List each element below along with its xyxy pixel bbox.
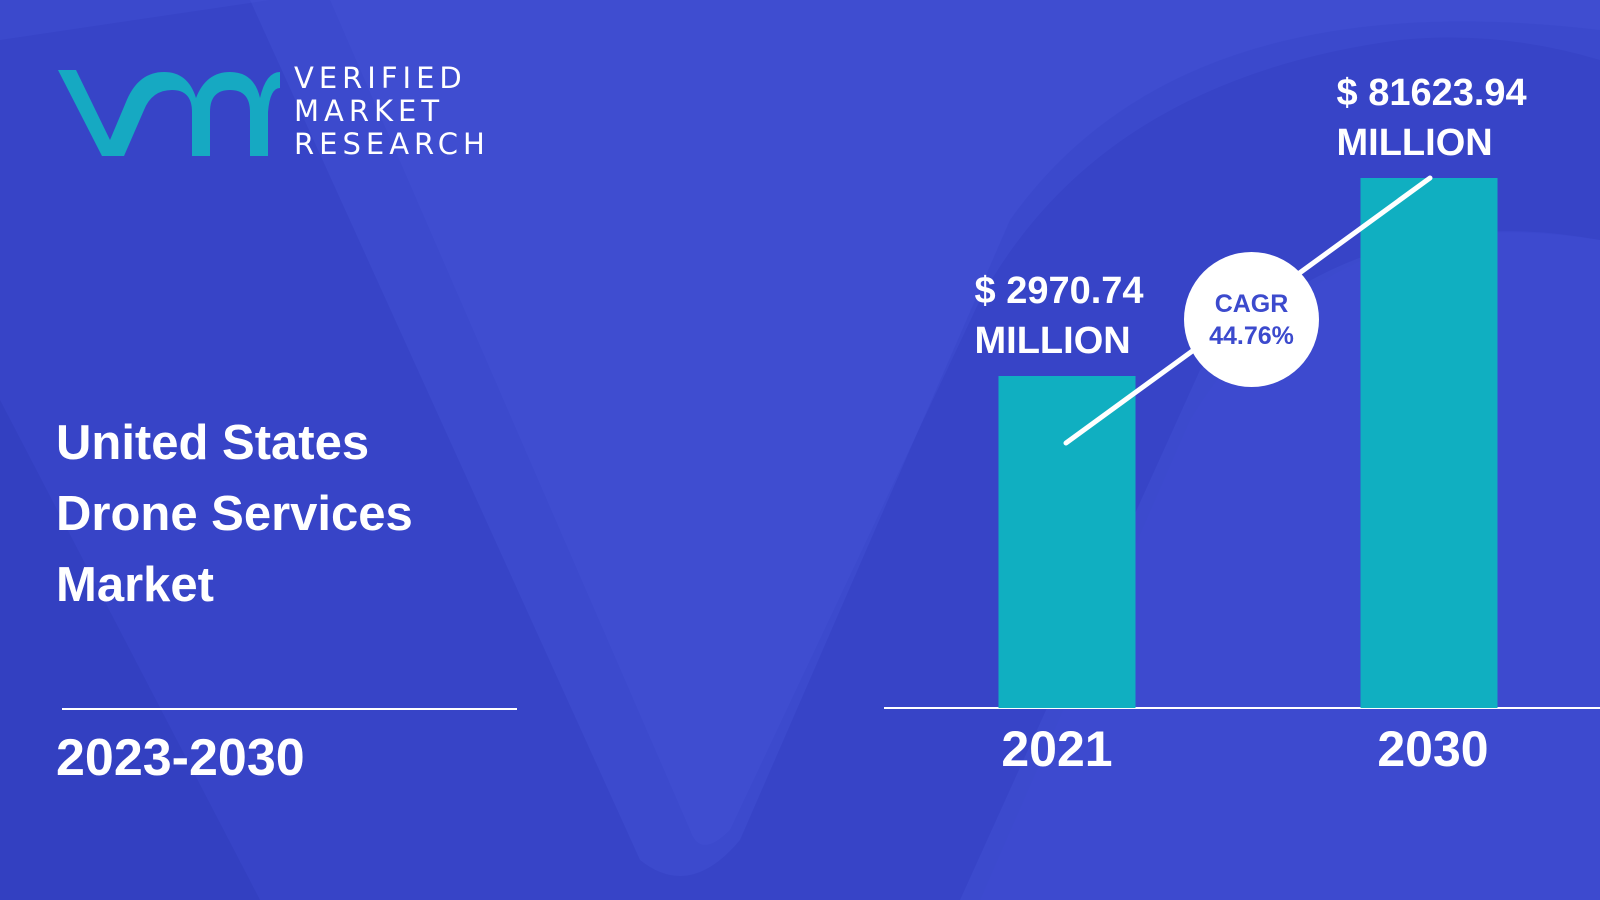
- brand-name: VERIFIED MARKET RESEARCH: [294, 62, 490, 161]
- title-line-3: Market: [56, 558, 214, 612]
- value-amount-2030: $ 81623.94: [1336, 72, 1527, 114]
- x-tick-label-2021: 2021: [1001, 721, 1113, 777]
- title-line-2: Drone Services: [56, 487, 413, 541]
- value-label-2021: $ 2970.74 MILLION: [975, 266, 1144, 366]
- x-tick-label-2030: 2030: [1377, 721, 1489, 777]
- value-unit-2030: MILLION: [1336, 122, 1493, 164]
- value-label-2030: $ 81623.94 MILLION: [1337, 68, 1527, 168]
- value-amount-2021: $ 2970.74: [974, 270, 1144, 312]
- title-divider: [62, 708, 517, 710]
- cagr-value: 44.76%: [1209, 321, 1294, 350]
- brand-line-3: RESEARCH: [294, 127, 490, 161]
- brand-line-1: VERIFIED: [294, 61, 467, 95]
- brand-line-2: MARKET: [294, 94, 445, 128]
- report-title: United States Drone Services Market: [56, 408, 526, 621]
- forecast-period: 2023-2030: [56, 729, 305, 787]
- cagr-label: CAGR: [1214, 289, 1289, 318]
- bar-2021: [998, 376, 1136, 708]
- vmr-logo-icon: [58, 70, 280, 156]
- brand-logo: VERIFIED MARKET RESEARCH: [54, 62, 494, 172]
- cagr-badge: CAGR 44.76%: [1184, 252, 1319, 387]
- title-line-1: United States: [56, 416, 370, 470]
- bar-2030: [1360, 178, 1498, 708]
- value-unit-2021: MILLION: [974, 320, 1131, 362]
